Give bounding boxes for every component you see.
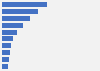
Bar [2, 9, 38, 14]
Bar [2, 2, 47, 7]
Bar [2, 23, 23, 28]
Bar [2, 57, 9, 62]
Bar [2, 50, 10, 55]
Bar [2, 16, 30, 21]
Bar [2, 30, 17, 35]
Bar [2, 43, 11, 48]
Bar [2, 64, 8, 69]
Bar [2, 36, 13, 41]
